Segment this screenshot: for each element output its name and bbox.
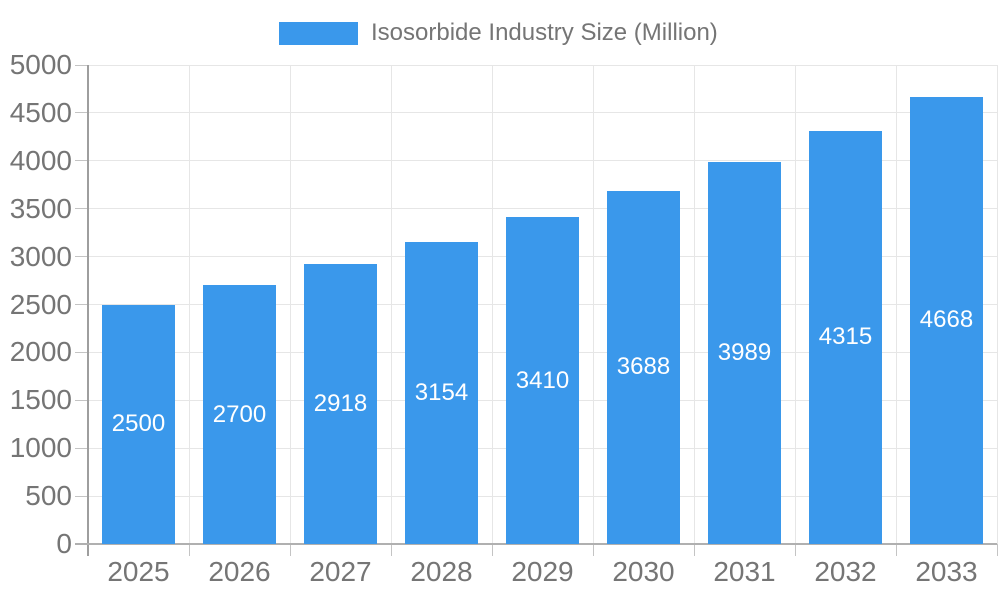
bar-value-label: 4315 <box>818 323 873 351</box>
bar-value-label: 2918 <box>313 390 368 418</box>
y-gridline <box>88 160 997 162</box>
x-axis-label: 2033 <box>915 556 978 587</box>
bar-value-label: 2500 <box>111 410 166 438</box>
x-axis-line <box>75 543 997 545</box>
bar-2033[interactable]: 4668 <box>910 96 983 544</box>
legend-swatch <box>279 21 358 45</box>
y-axis-tick <box>75 399 88 401</box>
y-axis-tick <box>75 351 88 353</box>
x-axis-label: 2027 <box>309 556 372 587</box>
x-gridline <box>188 65 190 544</box>
bar-2031[interactable]: 3989 <box>708 161 781 544</box>
x-axis-label: 2029 <box>511 556 574 587</box>
y-axis-line <box>87 65 89 556</box>
y-axis-tick <box>75 160 88 162</box>
y-axis-tick <box>75 495 88 497</box>
y-axis-label: 4000 <box>9 144 72 176</box>
x-gridline <box>895 65 897 544</box>
y-axis-label: 1000 <box>9 432 72 464</box>
bar-value-label: 4668 <box>919 306 974 334</box>
y-axis-label: 1500 <box>9 384 72 416</box>
x-axis-tick <box>491 544 493 556</box>
x-axis-tick <box>693 544 695 556</box>
x-axis-tick <box>289 544 291 556</box>
y-axis-tick <box>75 304 88 305</box>
bar-2032[interactable]: 4315 <box>809 130 882 544</box>
y-gridline <box>88 64 997 66</box>
x-gridline <box>390 65 392 544</box>
y-gridline <box>88 112 997 114</box>
x-axis-label: 2030 <box>612 556 675 587</box>
bar-value-label: 2700 <box>212 400 267 428</box>
x-axis-label: 2031 <box>713 556 776 587</box>
bar-value-label: 3154 <box>414 378 469 406</box>
legend-label: Isosorbide Industry Size (Million) <box>371 19 718 46</box>
y-axis-label: 5000 <box>9 49 72 80</box>
bar-value-label: 3410 <box>515 366 570 394</box>
bar-2027[interactable]: 2918 <box>304 264 377 544</box>
legend[interactable]: Isosorbide Industry Size (Million) <box>279 19 718 47</box>
x-gridline <box>592 65 594 544</box>
bar-2026[interactable]: 2700 <box>203 285 276 544</box>
y-axis-tick <box>75 64 88 66</box>
x-axis-tick <box>592 544 594 556</box>
bar-value-label: 3688 <box>616 353 671 381</box>
x-axis-tick <box>895 544 897 556</box>
x-axis-label: 2026 <box>208 556 271 587</box>
bar-2028[interactable]: 3154 <box>405 241 478 544</box>
y-gridline <box>88 208 997 210</box>
x-axis-label: 2028 <box>410 556 473 587</box>
x-axis-tick <box>996 544 998 556</box>
x-axis-tick <box>390 544 392 556</box>
x-gridline <box>794 65 796 544</box>
x-gridline <box>996 65 998 544</box>
x-axis-label: 2025 <box>107 556 170 587</box>
y-axis-label: 500 <box>25 480 72 512</box>
x-axis-tick <box>188 544 190 556</box>
y-axis-tick <box>75 256 88 258</box>
bar-2025[interactable]: 2500 <box>102 304 175 544</box>
y-axis-label: 0 <box>56 528 72 559</box>
x-gridline <box>491 65 493 544</box>
y-axis-tick <box>75 208 88 210</box>
x-axis-tick <box>794 544 796 556</box>
y-axis-tick <box>75 112 88 114</box>
y-axis-label: 2000 <box>9 336 72 368</box>
y-axis-label: 4500 <box>9 96 72 128</box>
x-gridline <box>693 65 695 544</box>
x-axis-label: 2032 <box>814 556 877 587</box>
bar-value-label: 3989 <box>717 338 772 366</box>
bar-2030[interactable]: 3688 <box>607 190 680 544</box>
y-axis-label: 2500 <box>9 288 72 320</box>
y-axis-tick <box>75 447 88 449</box>
x-gridline <box>289 65 291 544</box>
bar-2029[interactable]: 3410 <box>506 217 579 544</box>
y-axis-label: 3500 <box>9 192 72 224</box>
y-axis-label: 3000 <box>9 240 72 272</box>
